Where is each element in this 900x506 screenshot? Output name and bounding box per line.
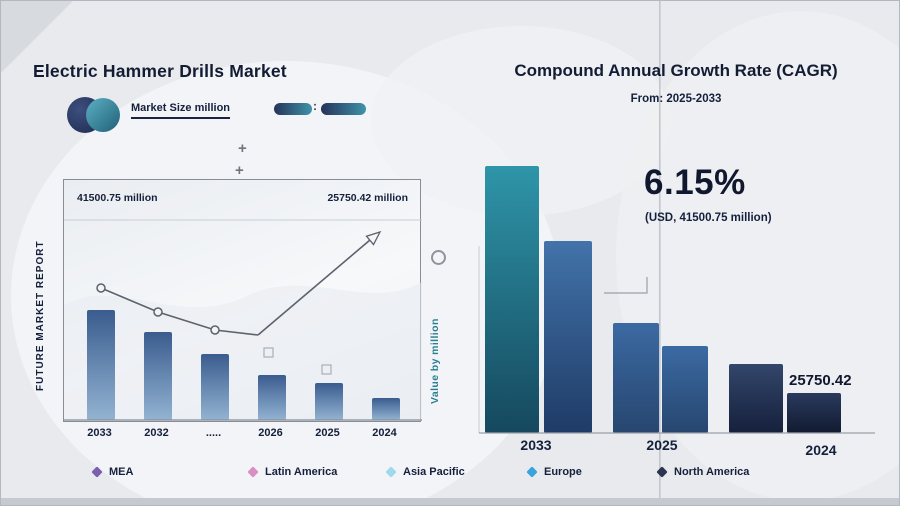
trend-line [96, 283, 259, 336]
left-chart-x-axis: 2033 2032 ..... 2026 2025 2024 [71, 427, 413, 439]
value-axis-label: Value by million [429, 318, 441, 404]
gradient-pill-icon [321, 103, 366, 115]
x-label: 2024 [805, 442, 837, 458]
plus-decor-icon: + [238, 140, 247, 157]
future-market-report-vertical-label: FUTURE MARKET REPORT [35, 240, 46, 392]
sphere-teal-half-icon [86, 98, 120, 132]
cagr-title: Compound Annual Growth Rate (CAGR) [514, 61, 838, 80]
legend-label: North America [674, 466, 750, 478]
ring-decor-icon [431, 250, 446, 265]
legend-item-mea: MEA [91, 466, 134, 478]
diamond-bullet-icon [526, 466, 538, 478]
x-label: 2024 [372, 427, 397, 439]
diamond-bullet-icon [247, 466, 259, 478]
legend-item-europe: Europe [526, 466, 582, 478]
x-label: 2025 [315, 427, 340, 439]
market-size-legend-label: Market Size million [131, 102, 231, 119]
x-label: 2025 [646, 437, 678, 453]
legend-item-north-america: North America [656, 466, 750, 478]
left-chart-max-value: 41500.75 million [77, 192, 158, 204]
cagr-basis-note: (USD, 41500.75 million) [645, 212, 772, 224]
market-size-bars [87, 310, 400, 420]
legend-label: MEA [109, 466, 134, 478]
bottom-border-strip [1, 498, 899, 505]
x-label: ..... [205, 427, 222, 439]
x-label: 2026 [258, 427, 283, 439]
x-label: 2033 [87, 427, 112, 439]
left-chart-min-value: 25750.42 million [327, 192, 408, 204]
growth-arrow-icon [257, 230, 382, 336]
pill-separator: : [313, 99, 317, 113]
legend-label: Europe [544, 466, 582, 478]
legend-label: Latin America [265, 466, 338, 478]
cagr-percentage: 6.15% [644, 163, 746, 202]
x-label: 2033 [520, 437, 552, 453]
gradient-pill-icon [274, 103, 312, 115]
market-size-plot [64, 219, 422, 421]
x-label: 2032 [144, 427, 169, 439]
cagr-bar-chart [478, 166, 875, 434]
plus-decor-icon: + [235, 162, 244, 179]
diamond-bullet-icon [91, 466, 103, 478]
cagr-subtitle: From: 2025-2033 [630, 93, 722, 105]
market-size-sphere-icon [67, 96, 123, 134]
legend-label: Asia Pacific [403, 466, 465, 478]
cagr-bars [485, 166, 841, 433]
left-chart-title: Electric Hammer Drills Market [33, 61, 287, 81]
market-size-chart: 41500.75 million 25750.42 million [63, 179, 422, 422]
legend-item-asia-pacific: Asia Pacific [385, 466, 465, 478]
diamond-bullet-icon [385, 466, 397, 478]
diamond-bullet-icon [656, 466, 668, 478]
value-annotation-2024: 25750.42 [789, 372, 852, 389]
legend-item-latin-america: Latin America [247, 466, 338, 478]
step-bracket-decor [604, 277, 648, 294]
